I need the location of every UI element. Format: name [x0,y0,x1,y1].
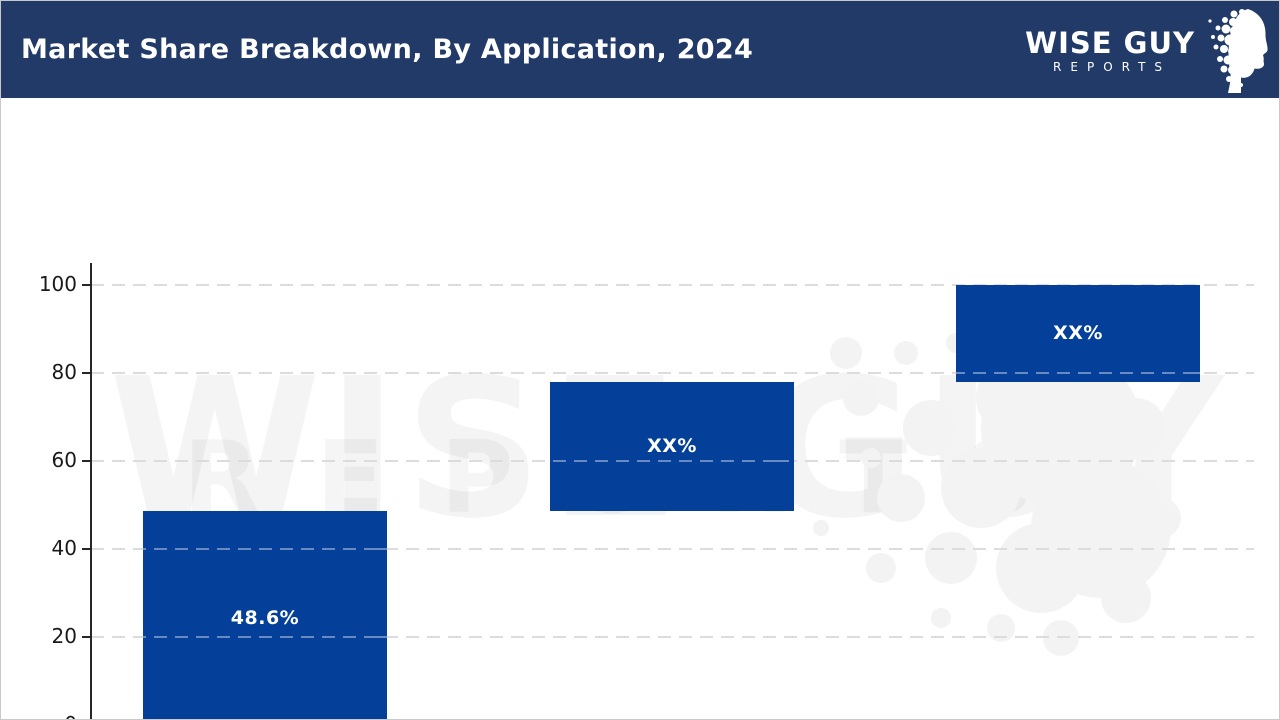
logo-face-icon [1208,9,1268,93]
chart-area: WISE GUY REPORTS 02040608010048.6%Semico… [1,98,1279,719]
bar-value-label: 48.6% [230,607,300,630]
header-bar: Market Share Breakdown, By Application, … [1,1,1279,98]
y-tick-label: 80 [51,360,77,384]
logo-text-main: WISE GUY [1025,25,1195,60]
bar-segment: 48.6% [143,511,387,719]
gridline-over-bar [550,459,794,462]
page-title: Market Share Breakdown, By Application, … [21,34,754,65]
y-tick-mark [82,460,91,462]
y-tick-mark [82,548,91,550]
gridline-over-bar [143,547,387,550]
y-tick-mark [82,636,91,638]
bar-value-label: XX% [647,435,697,458]
gridline-over-bar [143,635,387,638]
bar-segment: XX% [550,381,794,512]
gridline-100 [91,284,1254,286]
gridline-80 [91,372,1254,374]
logo-text-sub: REPORTS [1053,60,1172,75]
logo-wordmark: WISE GUY REPORTS [1025,25,1195,75]
y-tick-label: 20 [51,624,77,648]
bar-value-label: XX% [1053,322,1103,345]
y-axis-line [90,263,92,719]
wiseguy-logo: WISE GUY REPORTS [1025,7,1269,95]
gridline-20 [91,636,1254,638]
y-tick-mark [82,372,91,374]
y-tick-label: 60 [51,448,77,472]
gridline-40 [91,548,1254,550]
bar-segment: XX% [956,285,1200,382]
gridline-over-bar [956,372,1200,374]
y-tick-mark [82,284,91,286]
y-tick-label: 40 [51,536,77,560]
y-tick-label: 0 [11,711,77,719]
y-tick-label: 100 [38,272,77,296]
plot-region: 02040608010048.6%SemiconductorsXX%Printe… [1,98,1279,719]
